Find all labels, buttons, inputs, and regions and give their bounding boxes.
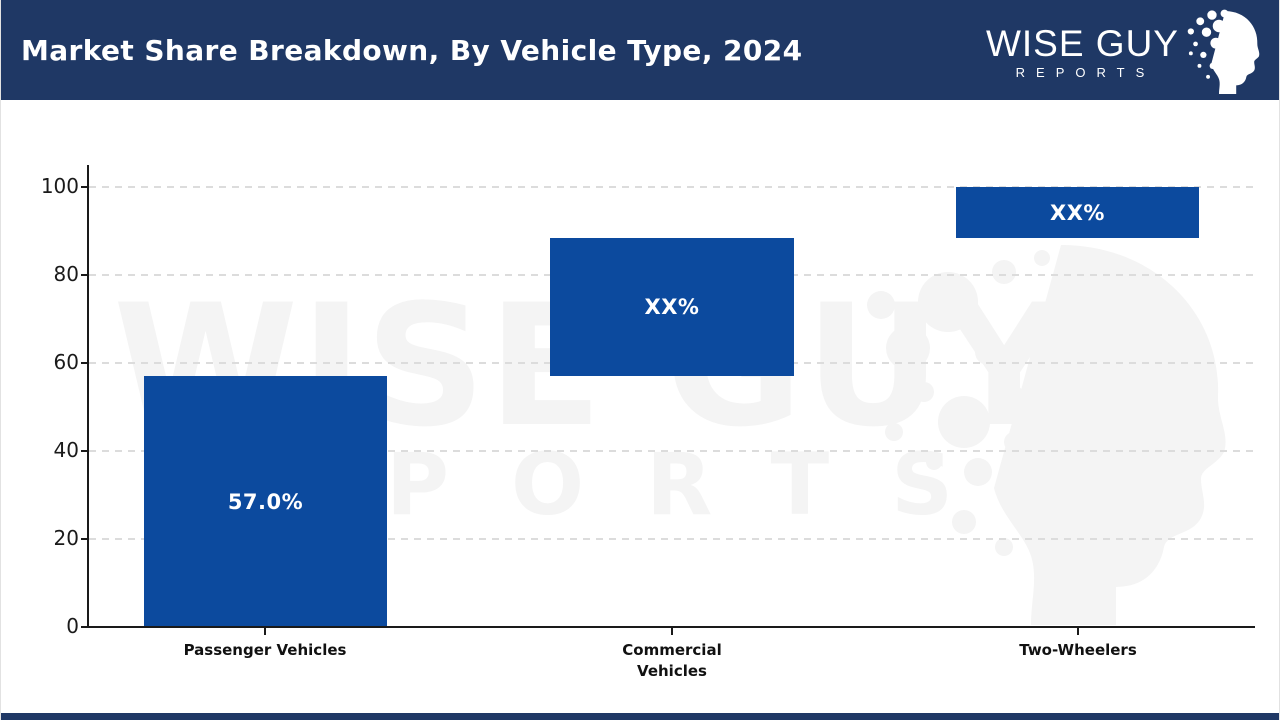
gridline-100 <box>89 186 1255 188</box>
logo-text: WISE GUY REPORTS <box>986 23 1179 80</box>
wise-guy-reports-logo: WISE GUY REPORTS <box>986 6 1265 96</box>
category-label-passenger: Passenger Vehicles <box>184 640 347 661</box>
y-tick-label: 100 <box>40 174 79 198</box>
logo-head-icon <box>1187 9 1260 94</box>
y-tick-40 <box>81 450 87 452</box>
category-label-line: Vehicles <box>637 662 707 680</box>
y-tick-60 <box>81 362 87 364</box>
logo-subtitle: REPORTS <box>1015 64 1156 80</box>
footer-bar <box>1 713 1279 720</box>
y-tick-100 <box>81 186 87 188</box>
logo-wordmark: WISE GUY <box>985 22 1179 64</box>
y-tick-20 <box>81 538 87 540</box>
y-tick-0 <box>81 626 87 628</box>
gridline-40 <box>89 450 1255 452</box>
bar-value-label: XX% <box>1050 200 1105 225</box>
header-bar: Market Share Breakdown, By Vehicle Type,… <box>1 0 1279 100</box>
y-tick-label: 20 <box>53 526 79 550</box>
page-title: Market Share Breakdown, By Vehicle Type,… <box>21 34 803 67</box>
category-label-twowheelers: Two-Wheelers <box>1019 640 1137 661</box>
y-tick-80 <box>81 274 87 276</box>
y-tick-label: 80 <box>53 262 79 286</box>
y-axis-line <box>87 165 89 628</box>
category-label-line: Passenger Vehicles <box>183 641 347 659</box>
x-axis-line <box>87 626 1255 628</box>
bar-value-label: XX% <box>644 295 700 319</box>
bar-value-label: 57.0% <box>227 489 304 514</box>
category-label-line: Two-Wheelers <box>1019 641 1137 659</box>
bar-two-wheelers: XX% <box>956 187 1199 238</box>
category-label-commercial: Commercial Vehicles <box>622 640 721 682</box>
category-label-line: Commercial <box>622 641 722 659</box>
y-tick-label: 0 <box>66 614 79 638</box>
watermark-head-icon <box>867 245 1226 625</box>
x-tick-commercial <box>671 628 673 635</box>
bar-commercial-vehicles: XX% <box>550 238 794 376</box>
bar-passenger-vehicles: 57.0% <box>144 376 387 627</box>
x-tick-passenger <box>264 628 266 635</box>
gridline-20 <box>89 538 1255 540</box>
y-tick-label: 40 <box>53 438 79 462</box>
x-tick-twowheeler <box>1077 628 1079 635</box>
y-tick-label: 60 <box>53 350 79 374</box>
